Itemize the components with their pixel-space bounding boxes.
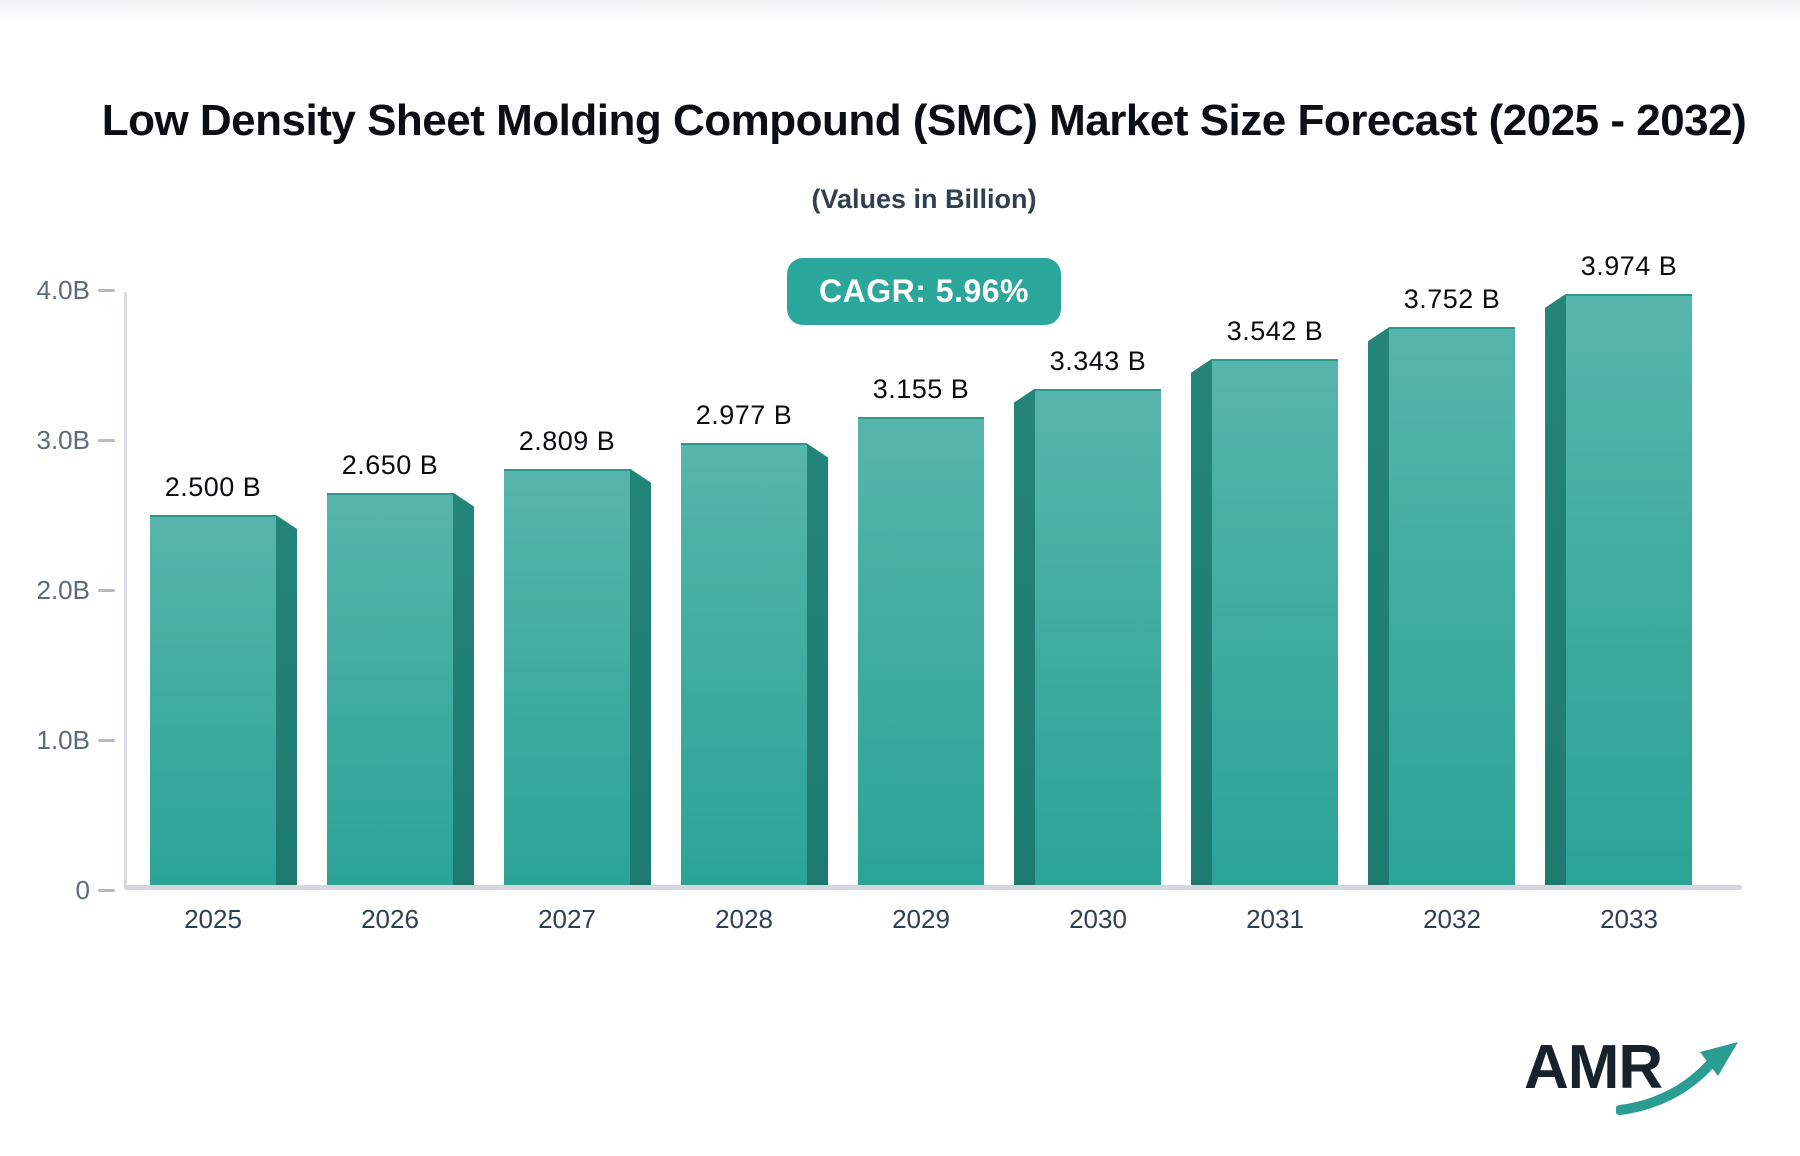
bar-value-label: 2.500 B	[164, 472, 262, 502]
bar-side-2028	[807, 443, 828, 889]
bar-2028[interactable]	[681, 443, 807, 889]
bar-value-label: 3.343 B	[1049, 345, 1147, 376]
x-axis-label: 2026	[361, 904, 419, 934]
growth-arrow-icon	[1616, 1042, 1738, 1115]
bar-value-label: 3.542 B	[1226, 315, 1324, 346]
bar-value-label: 2.977 B	[695, 400, 793, 431]
page-background-wash	[0, 0, 1800, 26]
y-tick-mark	[98, 438, 115, 442]
bar-side-2025	[276, 515, 297, 889]
y-tick-label: 4.0B	[36, 275, 91, 305]
chart-title: Low Density Sheet Molding Compound (SMC)…	[101, 96, 1747, 145]
y-tick-label: 3.0B	[36, 425, 91, 455]
bar-side-2032	[1368, 327, 1389, 889]
chart-subtitle: (Values in Billion)	[811, 184, 1037, 214]
y-tick-mark	[98, 888, 115, 892]
x-axis-label: 2029	[892, 904, 950, 934]
cagr-badge: CAGR: 5.96%	[787, 258, 1061, 325]
bar-side-2033	[1545, 293, 1566, 889]
y-tick-mark	[98, 738, 115, 742]
bar-side-2030	[1014, 388, 1035, 889]
bar-2027[interactable]	[504, 468, 630, 889]
x-axis-label: 2028	[715, 904, 773, 934]
x-axis-label: 2033	[1600, 904, 1658, 934]
bar-value-label: 3.155 B	[872, 373, 970, 404]
x-axis-line	[124, 885, 1742, 890]
bar-value-label: 3.974 B	[1580, 250, 1678, 281]
bar-2032[interactable]	[1389, 327, 1515, 889]
bar-2026[interactable]	[327, 492, 453, 889]
y-tick-label: 1.0B	[36, 725, 91, 755]
bar-2030[interactable]	[1035, 388, 1161, 889]
x-axis-label: 2030	[1069, 904, 1127, 934]
y-tick-label: 2.0B	[36, 575, 91, 605]
x-axis-label: 2025	[184, 904, 242, 934]
y-tick-label: 0	[75, 875, 90, 905]
x-axis-label: 2032	[1423, 904, 1481, 934]
y-tick-mark	[98, 288, 115, 292]
bar-2033[interactable]	[1566, 293, 1692, 889]
bar-2029[interactable]	[858, 416, 984, 889]
bar-2025[interactable]	[150, 515, 276, 889]
bar-2031[interactable]	[1212, 358, 1338, 889]
bar-side-2026	[453, 492, 474, 889]
bar-value-label: 2.809 B	[518, 425, 616, 456]
bar-value-label: 3.752 B	[1403, 284, 1501, 315]
amr-logo: AMR	[1524, 1026, 1754, 1118]
amr-logo-text: AMR	[1524, 1033, 1663, 1102]
x-axis-label: 2031	[1246, 904, 1304, 934]
y-axis-line	[124, 292, 127, 890]
bar-side-2031	[1191, 358, 1212, 889]
bar-value-label: 2.650 B	[341, 449, 439, 480]
bar-side-2027	[630, 468, 651, 889]
y-tick-mark	[98, 588, 115, 592]
x-axis-label: 2027	[538, 904, 596, 934]
